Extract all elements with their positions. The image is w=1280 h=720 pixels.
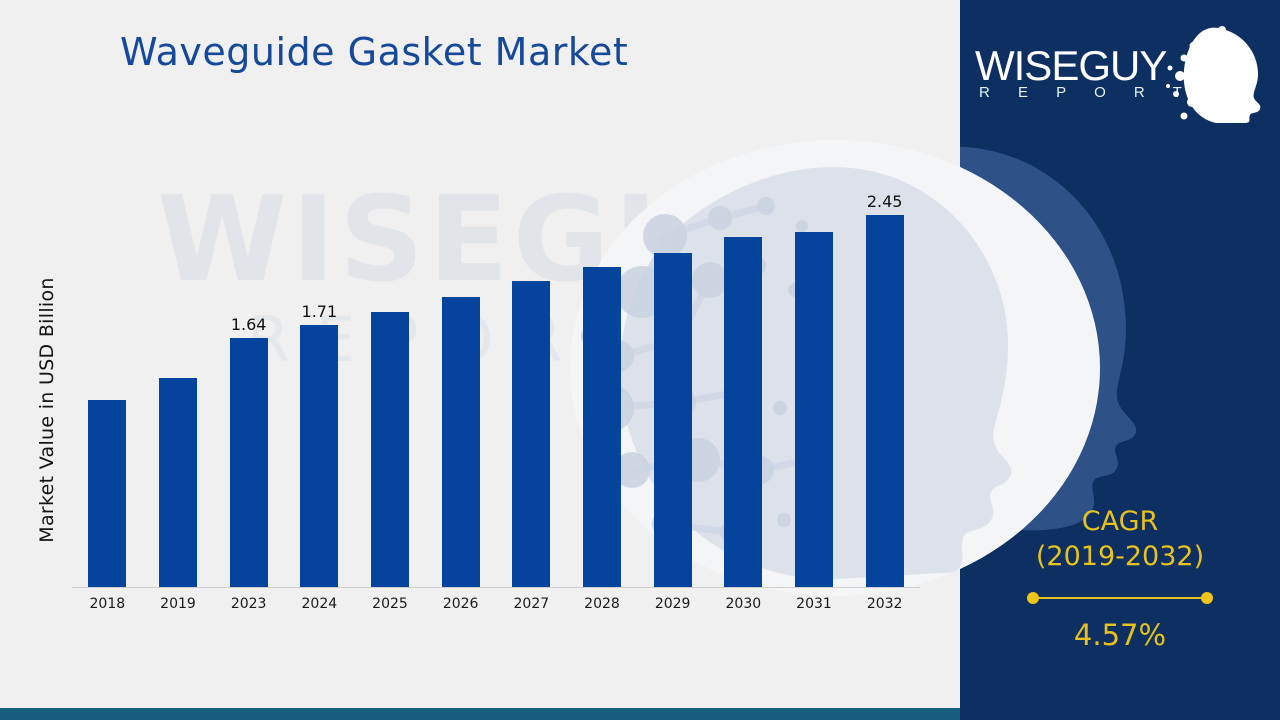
x-axis-tick-label: 2031: [796, 596, 832, 612]
bar-group: 2.45: [850, 194, 920, 587]
cagr-label: CAGR: [1081, 506, 1159, 537]
cagr-divider: [1027, 592, 1213, 605]
bar-group: 1.71: [284, 304, 354, 587]
x-axis-tick-label: 2024: [301, 596, 338, 612]
logo-wordmark: WISEGUY: [975, 42, 1167, 89]
x-axis-tick-label: 2030: [725, 596, 762, 612]
footer-bar: [0, 708, 960, 720]
bar-value-label: 1.64: [230, 315, 267, 334]
bar[interactable]: [441, 297, 480, 587]
bar-group: 0: [708, 216, 778, 587]
x-axis-tick-label: 2028: [584, 596, 620, 612]
bar-group: 0: [355, 291, 425, 587]
y-axis-label: Market Value in USD Billion: [34, 240, 60, 580]
head-profile-dots-icon: [1166, 26, 1261, 123]
logo-subtitle: R E P O R T S: [979, 84, 1232, 101]
bar[interactable]: [159, 378, 197, 587]
divider-dot-right: [1201, 592, 1213, 605]
x-axis-tick-label: 2032: [866, 596, 903, 612]
bar-group: 0: [72, 379, 142, 587]
bar-group: 1.64: [214, 317, 284, 587]
bar[interactable]: [865, 215, 904, 587]
bar[interactable]: [371, 312, 409, 587]
bar[interactable]: [583, 267, 621, 587]
bar[interactable]: [512, 281, 551, 587]
bar-group: 0: [496, 260, 566, 587]
bar[interactable]: [229, 338, 268, 587]
x-axis-line: [72, 587, 920, 588]
x-axis-tick-label: 2025: [372, 596, 408, 612]
divider-line: [1033, 597, 1207, 600]
x-axis-tick-label: 2027: [513, 596, 550, 612]
x-axis-tick-label: 2019: [160, 596, 196, 612]
bar-group: 0: [779, 211, 849, 587]
bar-value-label: 2.45: [866, 192, 903, 211]
bar[interactable]: [724, 237, 763, 587]
bar-group: 0: [143, 357, 213, 587]
bar[interactable]: [795, 232, 833, 587]
page-title: Waveguide Gasket Market: [120, 30, 629, 74]
x-axis-tick-label: 2026: [442, 596, 479, 612]
bar-value-label: 1.71: [301, 302, 338, 321]
x-axis-tick-label: 2029: [654, 596, 691, 612]
bar-group: 0: [426, 276, 496, 587]
y-axis-label-text: Market Value in USD Billion: [36, 277, 58, 543]
bar[interactable]: [88, 400, 127, 587]
bar[interactable]: [300, 325, 339, 587]
bar[interactable]: [653, 253, 692, 587]
bar-group: 0: [567, 246, 637, 587]
x-axis-tick-label: 2018: [89, 596, 126, 612]
x-axis-tick-label: 2023: [230, 596, 267, 612]
plot-area: 001.641.7100000002.45: [72, 150, 920, 587]
cagr-block: CAGR (2019-2032) 4.57%: [960, 505, 1280, 652]
brand-logo: WISEGUY R E P O R T S: [965, 22, 1265, 123]
cagr-period: (2019-2032): [1035, 540, 1205, 572]
cagr-value: 4.57%: [1073, 618, 1167, 653]
bar-chart: Market Value in USD Billion 001.641.7100…: [34, 150, 920, 612]
bar-group: 0: [638, 232, 708, 587]
